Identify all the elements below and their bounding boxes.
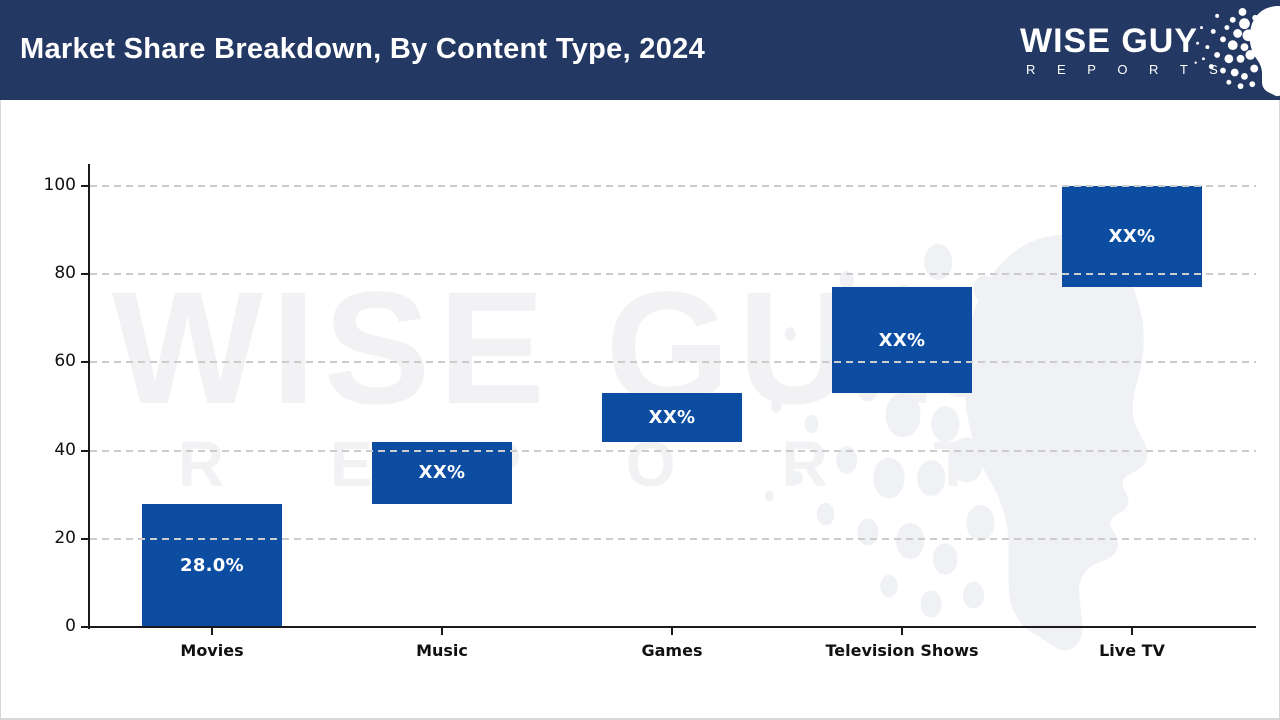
x-tick-label: Television Shows (825, 641, 979, 660)
x-tick-1 (441, 628, 443, 635)
gridline-20 (90, 537, 1256, 540)
x-tick-3 (901, 628, 903, 635)
logo-subtitle: R E P O R T S (1026, 62, 1227, 77)
x-tick-4 (1131, 628, 1133, 635)
x-axis (88, 626, 1256, 628)
y-tick-label: 60 (54, 351, 76, 372)
y-axis (88, 164, 90, 629)
y-tick-60 (81, 361, 88, 364)
y-tick-0 (81, 626, 88, 628)
bar-games: XX% (602, 393, 742, 442)
x-tick-label: Live TV (1099, 641, 1165, 660)
y-tick-label: 40 (54, 439, 76, 460)
y-tick-label: 0 (65, 616, 76, 636)
y-tick-100 (81, 185, 88, 187)
bar-value-label: 28.0% (180, 554, 244, 576)
bar-television-shows: XX% (832, 287, 972, 394)
bar-value-label: XX% (648, 407, 696, 429)
x-tick-label: Games (641, 641, 703, 660)
x-tick-label: Music (416, 641, 468, 660)
y-tick-80 (81, 273, 88, 276)
y-tick-20 (81, 537, 88, 540)
y-tick-40 (81, 449, 88, 452)
x-tick-label: Movies (180, 641, 244, 660)
header-banner: Market Share Breakdown, By Content Type,… (0, 0, 1280, 100)
bar-value-label: XX% (1108, 226, 1156, 248)
bar-value-label: XX% (418, 462, 466, 484)
gridline-100 (90, 185, 1256, 187)
y-tick-label: 80 (54, 263, 76, 284)
wise-guy-logo: WISE GUY R E P O R T S (1020, 0, 1280, 100)
bar-music: XX% (372, 441, 512, 504)
gridline-80 (90, 273, 1256, 276)
gridline-40 (90, 449, 1256, 452)
gridline-60 (90, 361, 1256, 364)
x-tick-0 (211, 628, 213, 635)
dotted-face-icon (1182, 4, 1280, 98)
y-tick-label: 20 (54, 527, 76, 548)
y-tick-label: 100 (43, 175, 76, 195)
logo-wordmark: WISE GUY (1020, 22, 1199, 60)
page-title: Market Share Breakdown, By Content Type,… (20, 33, 706, 65)
bar-value-label: XX% (878, 329, 926, 351)
x-tick-2 (671, 628, 673, 635)
bar-movies: 28.0% (142, 503, 282, 627)
